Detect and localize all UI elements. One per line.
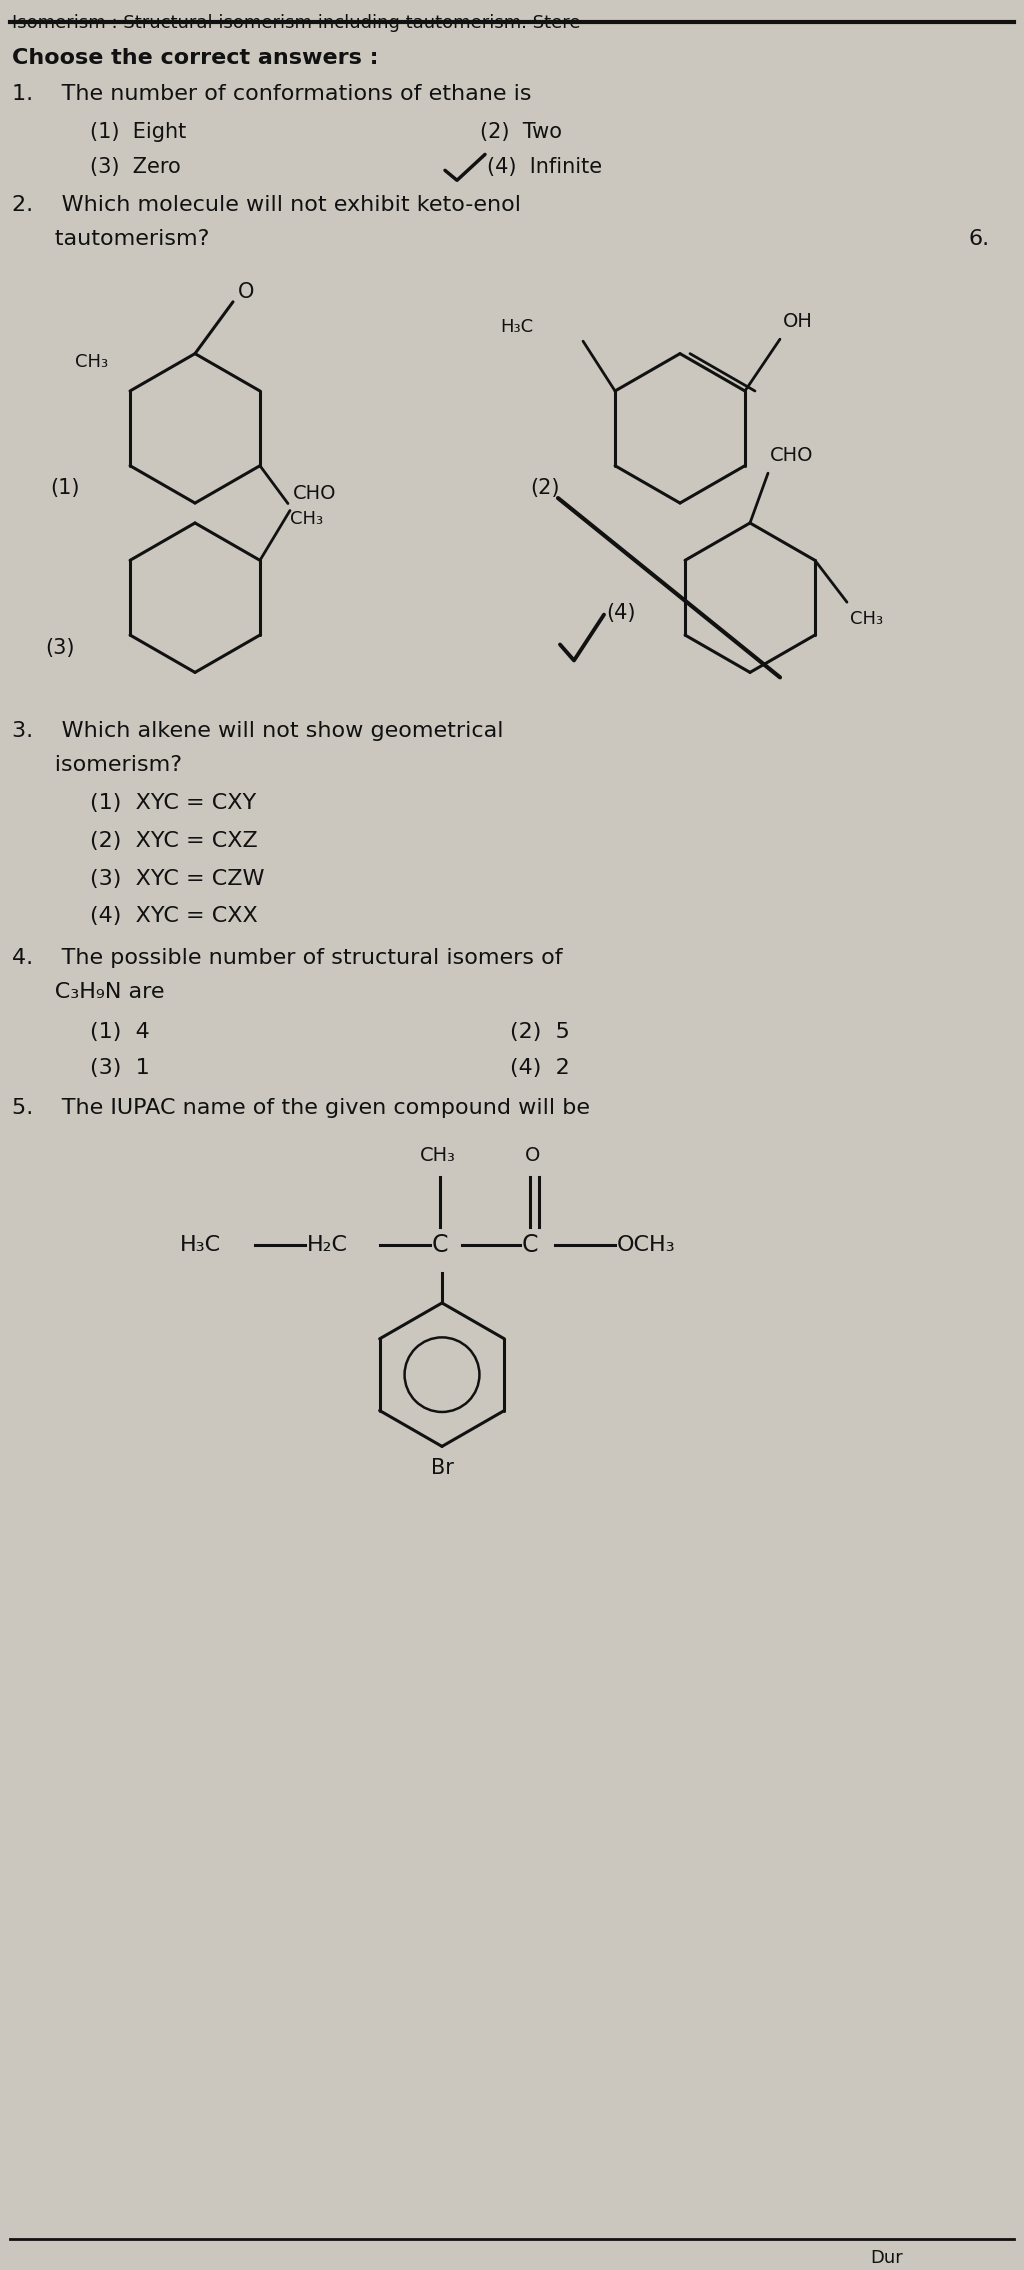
Text: tautomerism?: tautomerism?: [12, 229, 209, 250]
Text: C₃H₉N are: C₃H₉N are: [12, 983, 165, 1001]
Text: 4.    The possible number of structural isomers of: 4. The possible number of structural iso…: [12, 949, 562, 969]
Text: 3.    Which alkene will not show geometrical: 3. Which alkene will not show geometrica…: [12, 722, 504, 742]
Text: (3)  1: (3) 1: [90, 1058, 150, 1078]
Text: isomerism?: isomerism?: [12, 756, 182, 774]
Text: (4)  Infinite: (4) Infinite: [487, 157, 602, 177]
Text: CH₃: CH₃: [420, 1146, 456, 1165]
Text: Isomerism : Structural isomerism including tautomerism. Stere: Isomerism : Structural isomerism includi…: [12, 14, 581, 32]
Text: (1): (1): [50, 479, 80, 497]
Text: (3)  Zero: (3) Zero: [90, 157, 181, 177]
Text: C: C: [432, 1233, 449, 1258]
Text: H₃C: H₃C: [500, 318, 534, 336]
Text: H₂C: H₂C: [307, 1235, 348, 1255]
Text: (2)  Two: (2) Two: [480, 123, 562, 141]
Text: H₃C: H₃C: [180, 1235, 221, 1255]
Text: (2): (2): [530, 479, 559, 497]
Text: 2.    Which molecule will not exhibit keto-enol: 2. Which molecule will not exhibit keto-…: [12, 195, 521, 216]
Text: Br: Br: [430, 1457, 454, 1478]
Text: (4)  2: (4) 2: [510, 1058, 569, 1078]
Text: Choose the correct answers :: Choose the correct answers :: [12, 48, 379, 68]
Text: (3): (3): [45, 638, 75, 658]
Text: (4)  XYC = CXX: (4) XYC = CXX: [90, 906, 258, 926]
Text: O: O: [525, 1146, 541, 1165]
Text: 5.    The IUPAC name of the given compound will be: 5. The IUPAC name of the given compound …: [12, 1099, 590, 1117]
Text: CHO: CHO: [770, 447, 813, 465]
Text: (2)  XYC = CXZ: (2) XYC = CXZ: [90, 831, 258, 851]
Text: OH: OH: [783, 313, 813, 331]
Text: (4): (4): [606, 602, 636, 622]
Text: CHO: CHO: [293, 484, 337, 502]
Text: (1)  XYC = CXY: (1) XYC = CXY: [90, 792, 256, 813]
Text: O: O: [238, 281, 254, 302]
Text: 1.    The number of conformations of ethane is: 1. The number of conformations of ethane…: [12, 84, 531, 104]
Text: CH₃: CH₃: [290, 508, 324, 527]
Text: 6.: 6.: [969, 229, 990, 250]
Text: CH₃: CH₃: [850, 611, 883, 629]
Text: OCH₃: OCH₃: [617, 1235, 676, 1255]
Text: (2)  5: (2) 5: [510, 1022, 570, 1042]
Text: C: C: [522, 1233, 539, 1258]
Text: Dur: Dur: [870, 2250, 903, 2268]
Text: (1)  Eight: (1) Eight: [90, 123, 186, 141]
Text: CH₃: CH₃: [75, 354, 109, 370]
Text: (3)  XYC = CZW: (3) XYC = CZW: [90, 869, 264, 888]
Text: (1)  4: (1) 4: [90, 1022, 150, 1042]
